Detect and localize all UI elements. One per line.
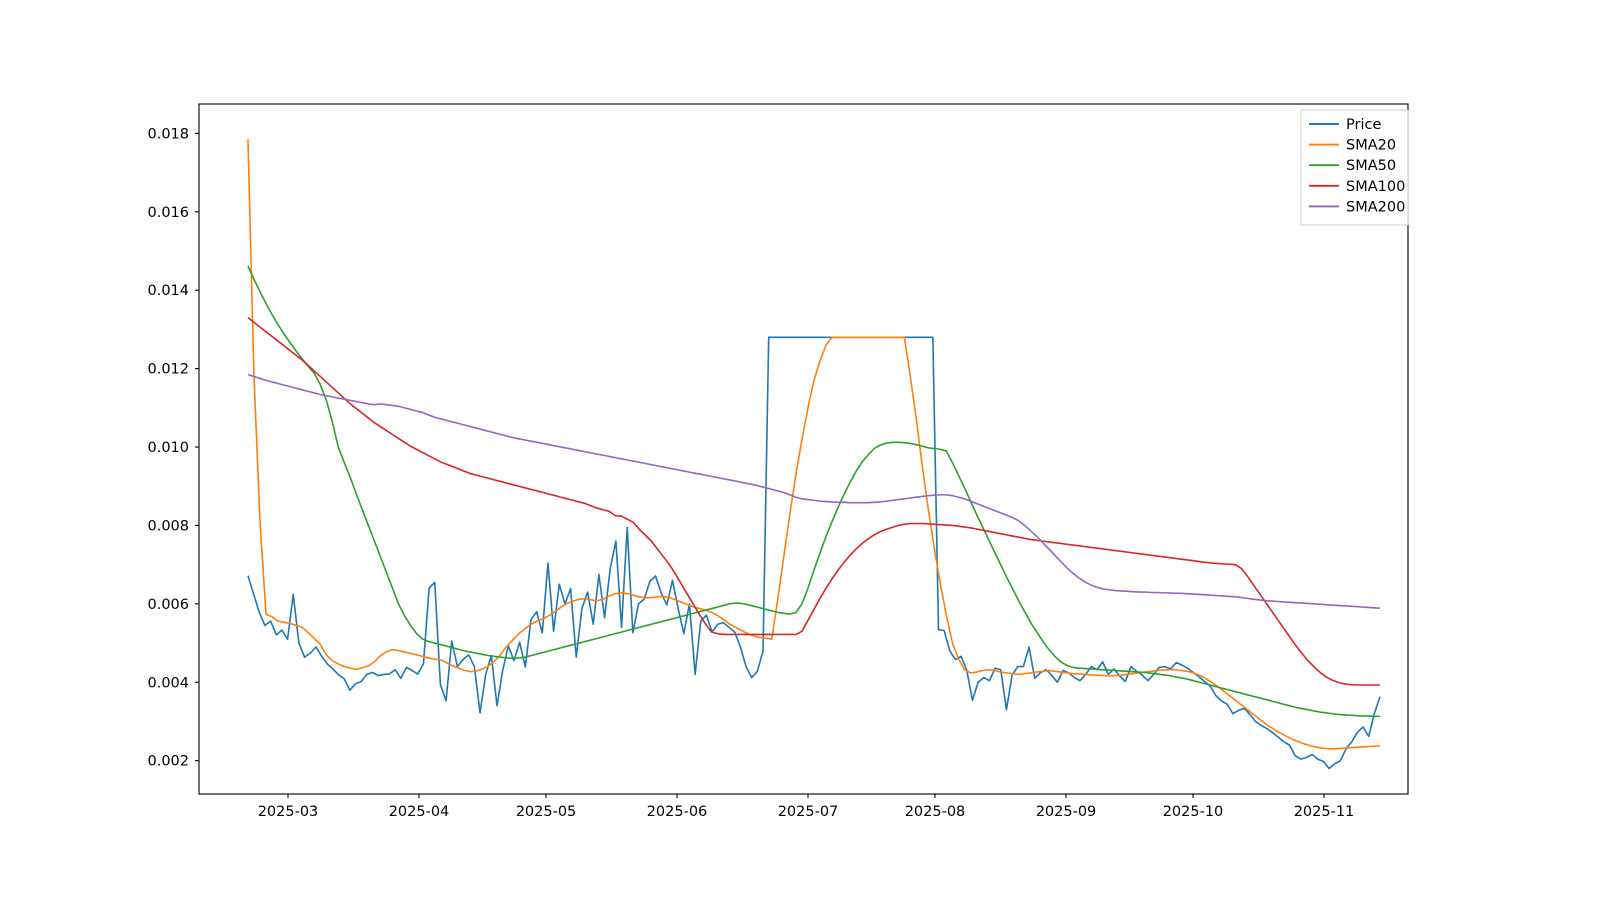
legend-label-price[interactable]: Price <box>1346 117 1381 133</box>
legend-frame <box>1300 109 1409 226</box>
y-tick-label: 0.018 <box>147 126 189 142</box>
y-tick-label: 0.010 <box>147 440 189 456</box>
series-line-sma20 <box>247 139 1381 750</box>
x-tick-label: 2025-07 <box>778 804 839 820</box>
axes-spines <box>198 103 1409 795</box>
x-tick-label: 2025-04 <box>389 804 450 820</box>
y-tick-label: 0.012 <box>147 362 189 378</box>
x-tick-label: 2025-03 <box>258 804 319 820</box>
y-tick-label: 0.014 <box>147 283 189 299</box>
x-tick-label: 2025-11 <box>1294 804 1355 820</box>
x-tick-label: 2025-09 <box>1036 804 1097 820</box>
legend-label-sma20[interactable]: SMA20 <box>1346 138 1396 154</box>
x-axis-ticks: 2025-03 2025-04 2025-05 2025-06 2025-07 2025-… <box>258 794 1355 820</box>
axes-group: 0.002 0.004 0.006 0.008 0.010 0.012 0.014 0.016… <box>147 103 1409 820</box>
series-line-sma100 <box>247 317 1380 686</box>
series-line-sma200 <box>247 373 1381 609</box>
y-axis-ticks: 0.002 0.004 0.006 0.008 0.010 0.012 0.014 0.016… <box>147 126 199 770</box>
x-tick-label: 2025-08 <box>905 804 966 820</box>
y-tick-label: 0.002 <box>147 754 189 770</box>
y-tick-label: 0.004 <box>147 675 189 691</box>
chart-legend[interactable]: Price SMA20 SMA50 SMA100 SMA200 <box>1300 109 1409 226</box>
legend-label-sma100[interactable]: SMA100 <box>1346 179 1405 195</box>
series-line-sma50 <box>247 265 1380 718</box>
legend-label-sma200[interactable]: SMA200 <box>1346 199 1405 215</box>
plot-area-background <box>199 104 1408 794</box>
x-tick-label: 2025-10 <box>1163 804 1224 820</box>
x-tick-label: 2025-05 <box>516 804 577 820</box>
y-tick-label: 0.006 <box>147 597 189 613</box>
y-tick-label: 0.016 <box>147 205 189 221</box>
series-line-price <box>247 336 1381 770</box>
legend-label-sma50[interactable]: SMA50 <box>1346 158 1396 174</box>
y-tick-label: 0.008 <box>147 518 189 534</box>
series-group <box>247 139 1381 770</box>
x-tick-label: 2025-06 <box>647 804 708 820</box>
